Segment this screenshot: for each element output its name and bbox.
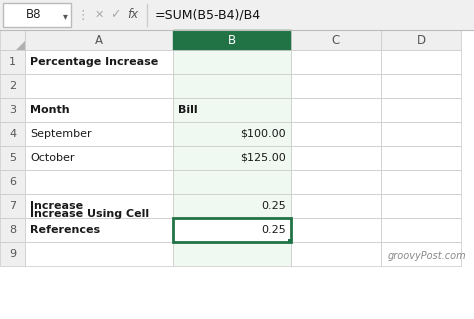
Bar [381, 146, 461, 170]
Bar [173, 50, 291, 74]
Text: A: A [95, 33, 103, 47]
Bar [0, 170, 25, 194]
Text: B8: B8 [26, 9, 41, 21]
Bar [291, 30, 381, 50]
Bar [291, 122, 381, 146]
Bar [25, 30, 173, 50]
Bar [381, 218, 461, 242]
Bar [0, 122, 25, 146]
Bar [3, 3, 71, 27]
Text: 4: 4 [9, 129, 16, 139]
Bar [381, 170, 461, 194]
Text: 3: 3 [9, 105, 16, 115]
Bar [288, 239, 292, 243]
Bar [173, 218, 291, 242]
Text: =SUM(B5-B4)/B4: =SUM(B5-B4)/B4 [155, 9, 261, 21]
Bar [173, 122, 291, 146]
Text: $125.00: $125.00 [240, 153, 286, 163]
Text: ▾: ▾ [63, 11, 67, 21]
Bar [0, 194, 25, 218]
Bar [291, 50, 381, 74]
Text: September: September [30, 129, 91, 139]
Bar [0, 74, 25, 98]
Bar [0, 218, 25, 242]
Bar [25, 242, 173, 266]
Text: 5: 5 [9, 153, 16, 163]
Bar [25, 146, 173, 170]
Bar [291, 242, 381, 266]
Bar [291, 146, 381, 170]
Bar [173, 242, 291, 266]
Bar [0, 98, 25, 122]
Bar [0, 242, 25, 266]
Bar [173, 170, 291, 194]
Text: B: B [228, 33, 236, 47]
Bar [0, 30, 25, 50]
Bar [381, 50, 461, 74]
Polygon shape [16, 41, 25, 50]
Text: 7: 7 [9, 201, 16, 211]
Text: 0.25: 0.25 [261, 225, 286, 235]
Bar [25, 74, 173, 98]
Text: Increase Using Cell: Increase Using Cell [30, 209, 149, 219]
Bar [25, 122, 173, 146]
Bar [381, 74, 461, 98]
Text: groovyPost.com: groovyPost.com [387, 251, 466, 261]
Bar [0, 0, 474, 30]
Text: 1: 1 [9, 57, 16, 67]
Text: Increase: Increase [30, 201, 83, 211]
Text: References: References [30, 225, 100, 235]
Bar [291, 170, 381, 194]
Bar [291, 98, 381, 122]
Bar [381, 30, 461, 50]
Bar [381, 242, 461, 266]
Bar [291, 194, 381, 218]
Text: $100.00: $100.00 [240, 129, 286, 139]
Text: 2: 2 [9, 81, 16, 91]
Bar [291, 218, 381, 242]
Bar [173, 98, 291, 122]
Bar [25, 98, 173, 122]
Bar [0, 146, 25, 170]
Bar [25, 218, 173, 242]
Bar [173, 218, 291, 242]
Text: ⋮: ⋮ [77, 9, 89, 21]
Text: ✓: ✓ [110, 9, 120, 21]
Bar [25, 170, 173, 194]
Text: October: October [30, 153, 74, 163]
Bar [173, 30, 291, 50]
Text: Percentage Increase: Percentage Increase [30, 57, 158, 67]
Bar [0, 50, 25, 74]
Bar [173, 74, 291, 98]
Text: C: C [332, 33, 340, 47]
Bar [173, 146, 291, 170]
Bar [381, 122, 461, 146]
Text: D: D [417, 33, 426, 47]
Bar [291, 74, 381, 98]
Bar [25, 194, 173, 218]
Text: Bill: Bill [178, 105, 198, 115]
Text: 9: 9 [9, 249, 16, 259]
Text: fx: fx [128, 9, 138, 21]
Bar [173, 194, 291, 218]
Bar [25, 50, 173, 74]
Bar [381, 194, 461, 218]
Text: ✕: ✕ [94, 10, 104, 20]
Bar [381, 98, 461, 122]
Text: 6: 6 [9, 177, 16, 187]
Text: Month: Month [30, 105, 70, 115]
Text: 8: 8 [9, 225, 16, 235]
Text: 0.25: 0.25 [261, 201, 286, 211]
